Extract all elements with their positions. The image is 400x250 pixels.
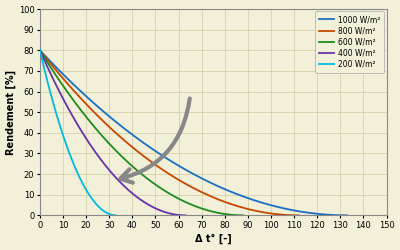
200 W/m² [74, 168, 78, 172]
Line: 800 W/m²: 800 W/m² [40, 50, 299, 216]
800 W/m² [296, 214, 301, 217]
1000 W/m² [338, 214, 342, 217]
200 W/m² [114, 214, 118, 217]
1000 W/m² [38, 49, 42, 52]
800 W/m² [178, 179, 182, 182]
1000 W/m² [345, 214, 350, 217]
400 W/m² [183, 214, 188, 217]
400 W/m² [108, 170, 112, 172]
Legend: 1000 W/m², 800 W/m², 600 W/m², 400 W/m², 200 W/m²: 1000 W/m², 800 W/m², 600 W/m², 400 W/m²,… [315, 11, 384, 72]
Line: 200 W/m²: 200 W/m² [40, 50, 116, 216]
600 W/m² [236, 214, 241, 217]
1000 W/m² [204, 179, 209, 182]
200 W/m² [83, 187, 88, 190]
600 W/m² [134, 168, 139, 172]
Line: 400 W/m²: 400 W/m² [40, 50, 186, 216]
600 W/m² [135, 170, 140, 172]
400 W/m² [38, 49, 42, 52]
400 W/m² [157, 208, 162, 212]
400 W/m² [180, 214, 184, 217]
1000 W/m² [290, 208, 294, 212]
800 W/m² [250, 208, 254, 212]
X-axis label: Δ t° [-]: Δ t° [-] [195, 234, 232, 244]
200 W/m² [112, 214, 117, 217]
1000 W/m² [220, 187, 225, 190]
200 W/m² [100, 208, 105, 212]
800 W/m² [192, 187, 196, 190]
800 W/m² [160, 168, 165, 172]
800 W/m² [38, 49, 42, 52]
600 W/m² [241, 214, 246, 217]
600 W/m² [38, 49, 42, 52]
Line: 1000 W/m²: 1000 W/m² [40, 50, 347, 216]
200 W/m² [38, 49, 42, 52]
1000 W/m² [184, 168, 188, 172]
400 W/m² [107, 168, 112, 172]
Line: 600 W/m²: 600 W/m² [40, 50, 243, 216]
400 W/m² [116, 179, 121, 182]
600 W/m² [148, 179, 152, 182]
800 W/m² [162, 170, 167, 172]
600 W/m² [158, 187, 163, 190]
1000 W/m² [185, 170, 190, 172]
800 W/m² [290, 214, 295, 217]
400 W/m² [124, 187, 129, 190]
200 W/m² [74, 170, 79, 172]
200 W/m² [79, 179, 84, 182]
Y-axis label: Rendement [%]: Rendement [%] [6, 70, 16, 155]
600 W/m² [204, 208, 209, 212]
